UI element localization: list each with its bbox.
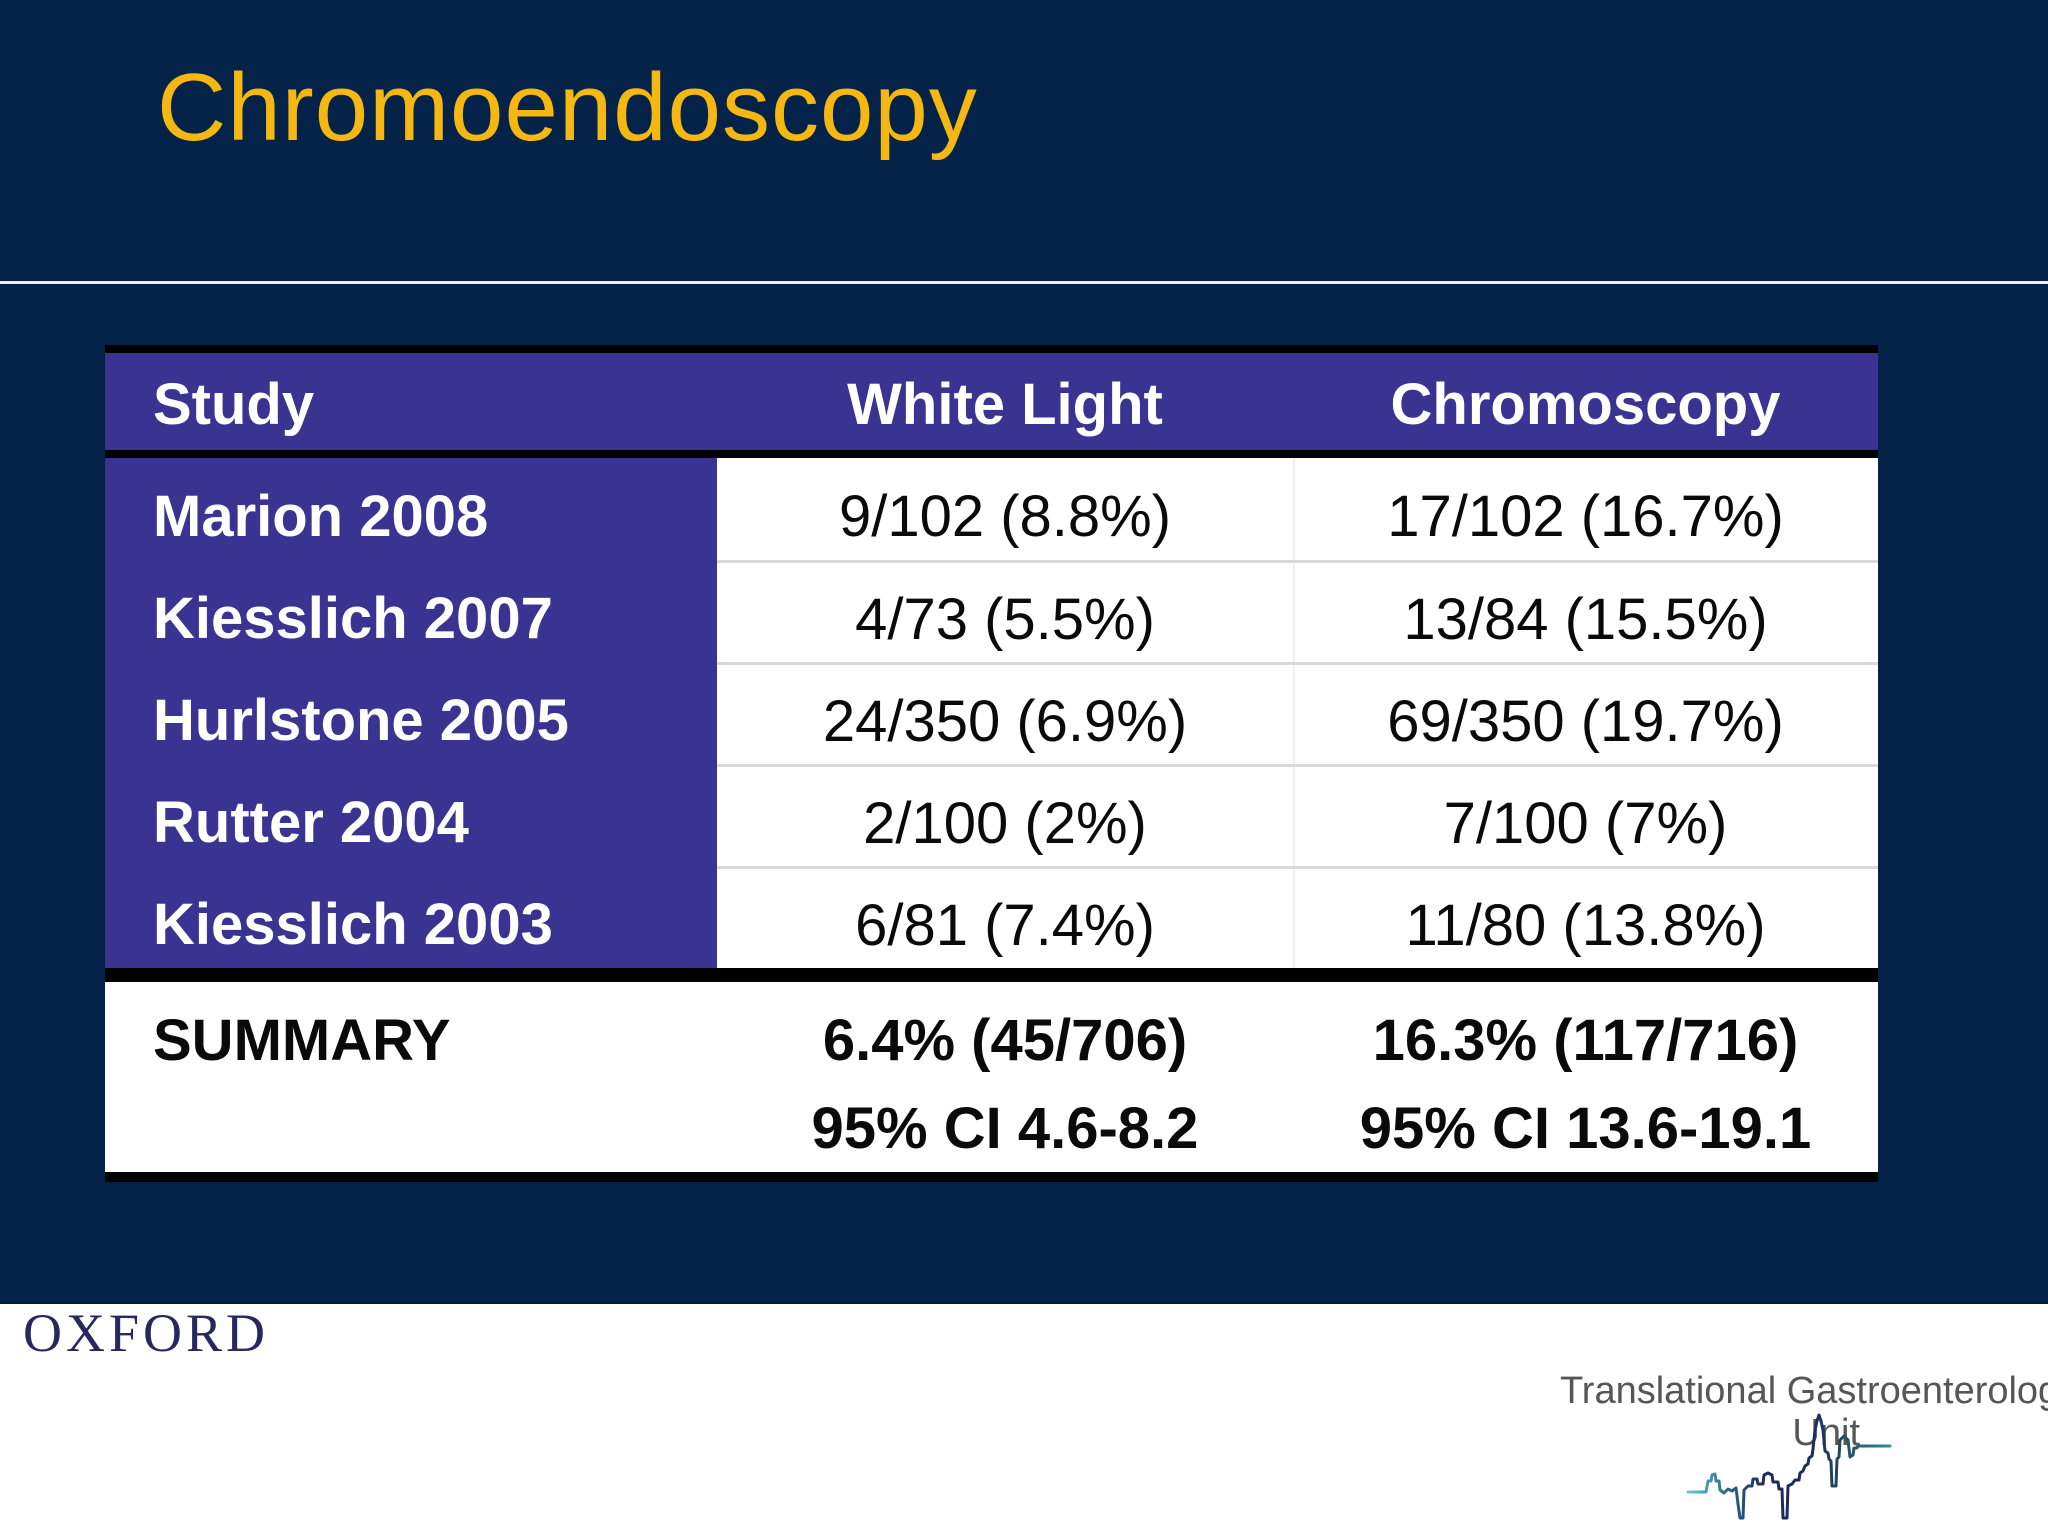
footer-white-strip: OXFORD bbox=[0, 1303, 2048, 1536]
row-white-light-value: 6/81 (7.4%) bbox=[717, 866, 1293, 968]
summary-white-light-ci: 95% CI 4.6-8.2 bbox=[811, 1095, 1199, 1161]
header-chromoscopy: Chromoscopy bbox=[1390, 372, 1781, 437]
summary-row: SUMMARY 6.4% (45/706) 95% CI 4.6-8.2 16.… bbox=[105, 982, 1878, 1172]
summary-chromoscopy-ci: 95% CI 13.6-19.1 bbox=[1359, 1095, 1812, 1161]
oxford-logo-wordmark: OXFORD bbox=[22, 1303, 270, 1363]
row-study-label: Marion 2008 bbox=[105, 458, 717, 560]
study-results-table: Study White Light Chromoscopy Marion 200… bbox=[105, 345, 1878, 1182]
title-divider-line bbox=[0, 281, 2048, 284]
row-study-label: Kiesslich 2003 bbox=[105, 866, 717, 968]
row-white-light-value: 4/73 (5.5%) bbox=[717, 560, 1293, 662]
header-study: Study bbox=[153, 372, 315, 437]
row-white-light-value: 9/102 (8.8%) bbox=[717, 458, 1293, 560]
table-row: Hurlstone 2005 24/350 (6.9%) 69/350 (19.… bbox=[105, 662, 1878, 764]
table-row: Kiesslich 2007 4/73 (5.5%) 13/84 (15.5%) bbox=[105, 560, 1878, 662]
table-row: Kiesslich 2003 6/81 (7.4%) 11/80 (13.8%) bbox=[105, 866, 1878, 968]
logo-unit-name-line1: Translational Gastroenterology bbox=[1560, 1370, 2048, 1412]
row-white-light-value: 24/350 (6.9%) bbox=[717, 662, 1293, 764]
row-chromoscopy-value: 13/84 (15.5%) bbox=[1293, 560, 1878, 662]
row-white-light-value: 2/100 (2%) bbox=[717, 764, 1293, 866]
slide-title: Chromoendoscopy bbox=[157, 54, 978, 161]
summary-chromoscopy-value: 16.3% (117/716) bbox=[1372, 1007, 1799, 1073]
summary-label-cell: SUMMARY bbox=[105, 982, 717, 1172]
table-row: Rutter 2004 2/100 (2%) 7/100 (7%) bbox=[105, 764, 1878, 866]
row-chromoscopy-value: 11/80 (13.8%) bbox=[1293, 866, 1878, 968]
row-chromoscopy-value: 17/102 (16.7%) bbox=[1293, 458, 1878, 560]
header-white-light: White Light bbox=[847, 372, 1163, 437]
row-study-label: Hurlstone 2005 bbox=[105, 662, 717, 764]
row-chromoscopy-value: 69/350 (19.7%) bbox=[1293, 662, 1878, 764]
table-header-row: Study White Light Chromoscopy bbox=[105, 353, 1878, 458]
summary-chromoscopy-cell: 16.3% (117/716) 95% CI 13.6-19.1 bbox=[1293, 982, 1878, 1172]
summary-white-light-cell: 6.4% (45/706) 95% CI 4.6-8.2 bbox=[717, 982, 1293, 1172]
summary-separator-bar bbox=[105, 968, 1878, 982]
slide-background: Chromoendoscopy Study White Light Chromo… bbox=[0, 0, 2048, 1304]
summary-label: SUMMARY bbox=[153, 1007, 451, 1073]
row-study-label: Rutter 2004 bbox=[105, 764, 717, 866]
row-chromoscopy-value: 7/100 (7%) bbox=[1293, 764, 1878, 866]
row-study-label: Kiesslich 2007 bbox=[105, 560, 717, 662]
table-row: Marion 2008 9/102 (8.8%) 17/102 (16.7%) bbox=[105, 458, 1878, 560]
oxford-skyline-icon bbox=[1686, 1413, 1892, 1520]
summary-white-light-value: 6.4% (45/706) bbox=[822, 1007, 1188, 1073]
